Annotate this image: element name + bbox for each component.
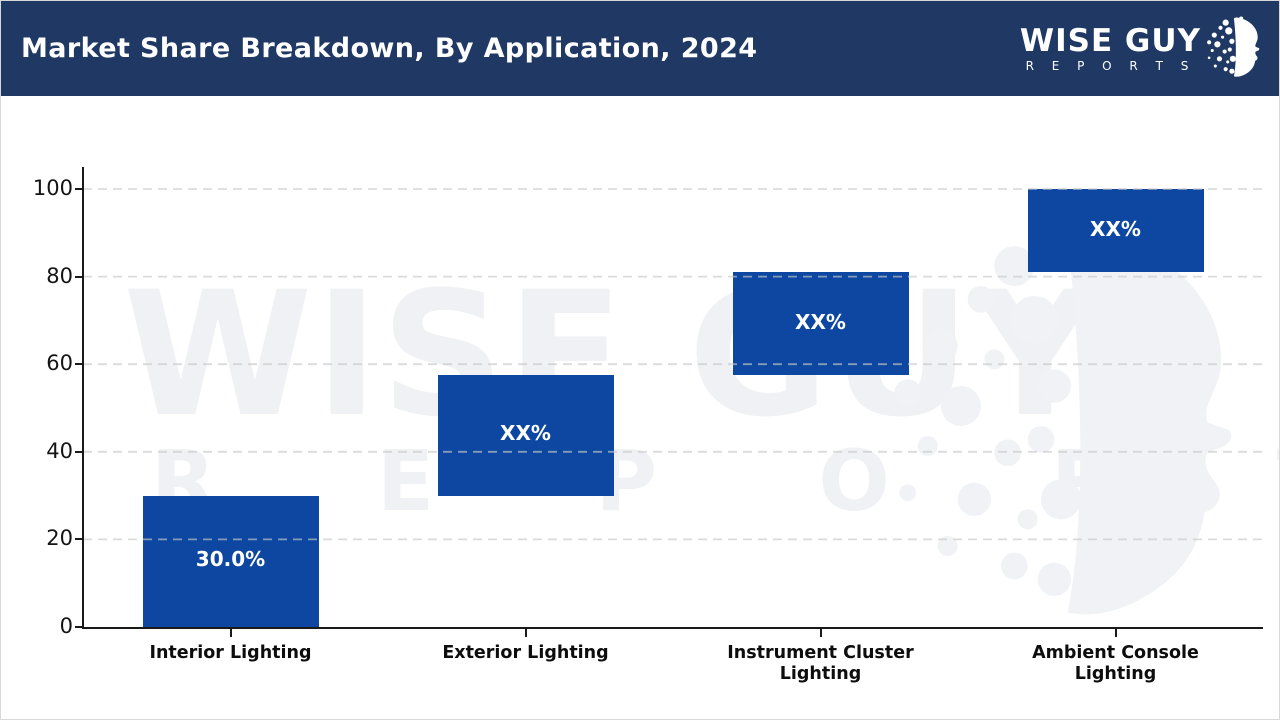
- y-tickmark: [75, 363, 83, 366]
- bar: [437, 375, 614, 496]
- y-tickmark: [75, 626, 83, 628]
- x-category-label: Instrument Cluster Lighting: [727, 643, 914, 685]
- y-tickmark: [75, 188, 83, 190]
- brand-subtitle: R E P O R T S: [1025, 58, 1196, 73]
- bar-value-label: XX%: [795, 309, 846, 334]
- x-tickmark: [819, 629, 822, 637]
- y-tickmark: [75, 538, 83, 541]
- x-tickmark: [229, 629, 232, 637]
- y-tick-label: 80: [46, 263, 73, 288]
- x-category-label: Interior Lighting: [149, 643, 312, 663]
- x-category-label: Ambient Console Lighting: [1032, 643, 1199, 685]
- bar: [732, 272, 909, 376]
- plot-area: 30.0% XX% XX% XX% Interior Lighting Exterior…: [1, 96, 1279, 719]
- x-axis-spine: [82, 627, 1263, 629]
- y-tickmark: [75, 275, 83, 278]
- y-tick-label: 0: [59, 614, 73, 638]
- y-tick-label: 20: [46, 526, 73, 551]
- wiseguy-head-icon: [1207, 15, 1260, 77]
- page-title: Market Share Breakdown, By Application, …: [21, 33, 758, 64]
- x-tickmark: [524, 629, 527, 637]
- x-tickmark: [1114, 629, 1117, 637]
- y-tick-label: 100: [32, 176, 73, 200]
- brand-logo: WISE GUY R E P O R T S: [1019, 8, 1279, 90]
- bar: [142, 495, 319, 627]
- bar-value-label: XX%: [500, 421, 551, 446]
- bar-value-label: XX%: [1090, 216, 1141, 241]
- header-banner: Market Share Breakdown, By Application, …: [1, 1, 1279, 96]
- bar: [1027, 189, 1204, 273]
- y-tick-label: 60: [46, 351, 73, 376]
- y-tick-label: 40: [46, 438, 73, 463]
- y-tickmark: [75, 450, 83, 453]
- brand-wordmark: WISE GUY: [1019, 22, 1201, 59]
- x-category-label: Exterior Lighting: [442, 643, 609, 663]
- bar-value-label: 30.0%: [195, 547, 266, 572]
- y-axis-spine: [82, 167, 84, 629]
